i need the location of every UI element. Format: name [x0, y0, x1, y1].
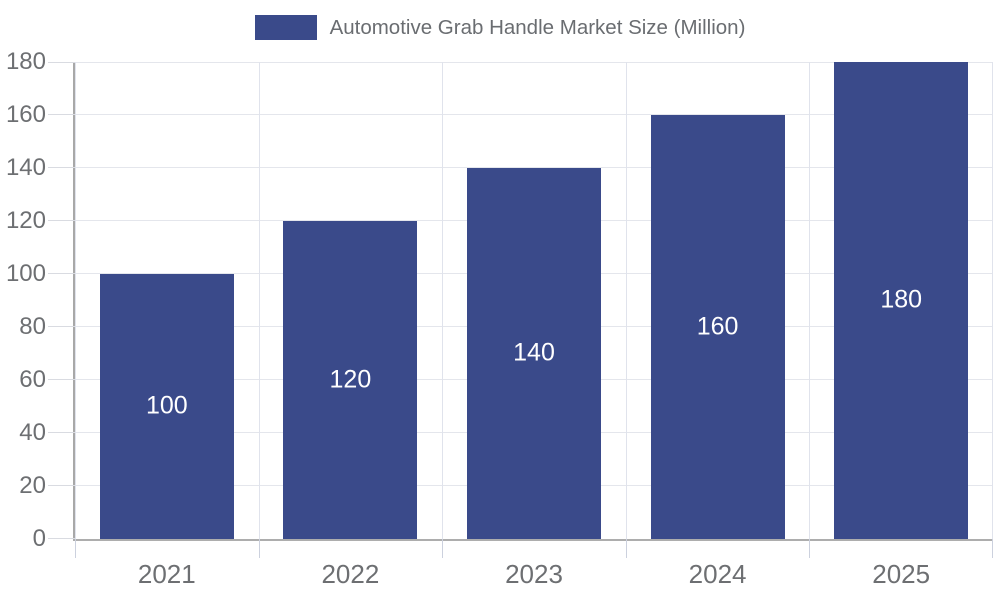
y-axis-label-140: 140: [5, 153, 46, 181]
x-axis-label-2022: 2022: [321, 559, 380, 589]
y-axis-label-80: 80: [19, 312, 46, 340]
bar-value-label-2024: 160: [696, 312, 739, 341]
x-tick-2: [442, 538, 444, 558]
y-axis-label-120: 120: [5, 206, 46, 234]
bar-2025[interactable]: 180: [834, 62, 969, 539]
y-axis-line: [73, 62, 75, 539]
bar-value-label-2022: 120: [329, 365, 372, 394]
gridline-x-5: [992, 62, 993, 539]
legend-color-swatch: [254, 15, 317, 40]
bar-value-label-2025: 180: [880, 285, 923, 314]
y-tick-60: [48, 379, 75, 381]
chart-legend[interactable]: Automotive Grab Handle Market Size (Mill…: [0, 15, 1000, 40]
y-axis-label-180: 180: [5, 48, 46, 75]
bar-value-label-2023: 140: [513, 338, 555, 367]
y-axis-label-0: 0: [32, 524, 46, 552]
y-axis-label-100: 100: [5, 259, 46, 287]
x-axis-label-2021: 2021: [137, 559, 196, 589]
gridline-x-4: [809, 62, 811, 539]
y-axis-label-40: 40: [19, 418, 46, 446]
y-tick-80: [48, 326, 75, 328]
x-tick-5: [992, 538, 993, 558]
bar-2024[interactable]: 160: [650, 114, 785, 539]
bar-2021[interactable]: 100: [99, 273, 234, 539]
y-tick-40: [48, 432, 75, 434]
x-tick-0: [75, 538, 76, 558]
x-tick-4: [809, 538, 811, 558]
gridline-x-0: [75, 62, 76, 539]
y-axis-label-160: 160: [5, 100, 46, 128]
gridline-x-2: [442, 62, 444, 539]
y-tick-180: [48, 61, 75, 63]
y-axis-label-20: 20: [19, 471, 46, 499]
y-tick-160: [48, 114, 75, 116]
x-tick-1: [258, 538, 260, 558]
y-tick-0: [48, 538, 75, 539]
bar-value-label-2021: 100: [145, 391, 188, 420]
x-axis-label-2024: 2024: [688, 559, 747, 589]
x-axis-label-2025: 2025: [872, 559, 931, 589]
gridline-x-3: [625, 62, 627, 539]
bar-2023[interactable]: 140: [467, 167, 601, 539]
gridline-x-1: [258, 62, 260, 539]
gridline-y-180: [75, 61, 993, 63]
gridline-y-140: [75, 167, 993, 169]
y-tick-140: [48, 167, 75, 169]
y-axis-label-60: 60: [19, 365, 46, 393]
plot-area: 100 120 140 160 180: [48, 61, 993, 558]
gridline-y-160: [75, 114, 993, 116]
y-tick-120: [48, 220, 75, 222]
x-tick-3: [625, 538, 627, 558]
x-axis-line: [73, 538, 993, 541]
bar-2022[interactable]: 120: [283, 220, 418, 539]
legend-series-label: Automotive Grab Handle Market Size (Mill…: [329, 16, 746, 39]
y-tick-100: [48, 273, 75, 275]
y-tick-20: [48, 485, 75, 487]
x-axis-label-2023: 2023: [505, 559, 563, 589]
